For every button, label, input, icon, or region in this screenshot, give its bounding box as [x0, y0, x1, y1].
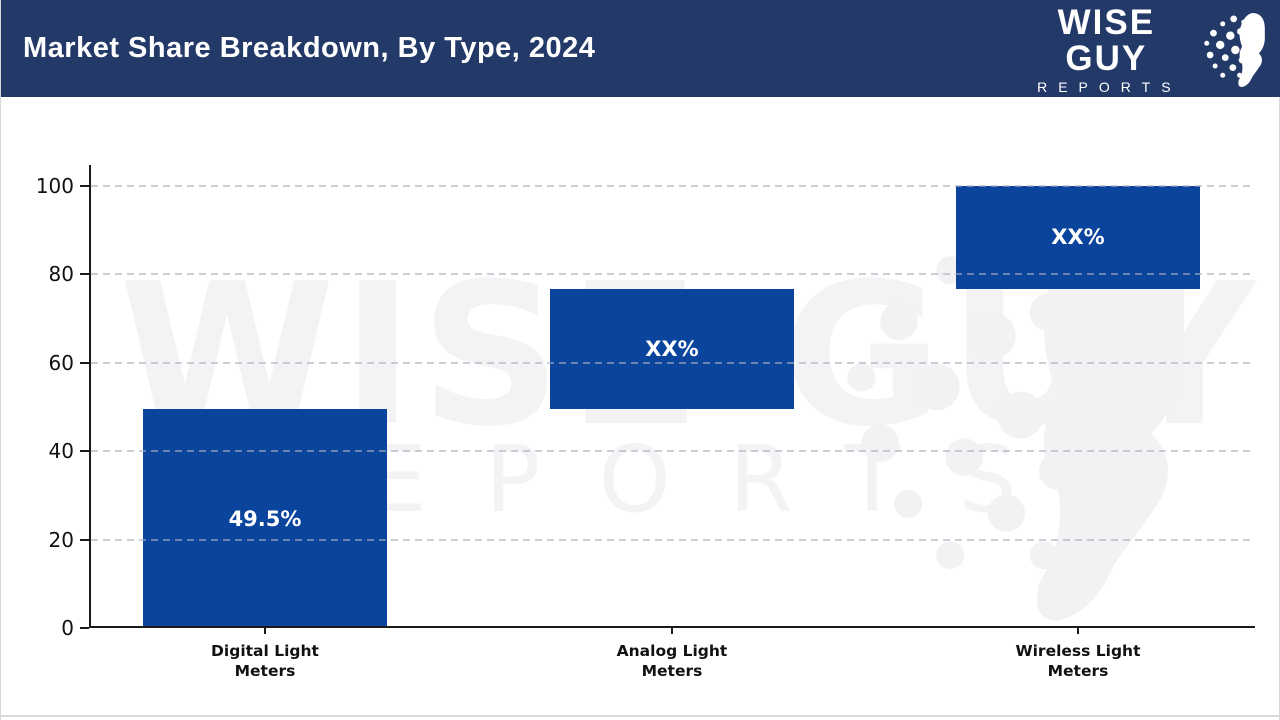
y-tick-20: [80, 538, 89, 541]
bar-value-label: XX%: [1051, 225, 1105, 250]
bar-digital-light-meters: 49.5%: [143, 409, 387, 628]
bar-wireless-light-meters: XX%: [956, 186, 1200, 289]
y-tick-label-20: 20: [48, 527, 74, 552]
x-category-label-analog-light-meters: Analog Light Meters: [616, 642, 728, 680]
x-tick-digital-light-meters: [264, 628, 266, 634]
gridline-y-40: [91, 450, 1255, 453]
y-tick-label-60: 60: [48, 350, 74, 375]
y-tick-label-80: 80: [48, 262, 74, 287]
footer-divider: [1, 715, 1280, 717]
x-category-label-wireless-light-meters: Wireless Light Meters: [1015, 642, 1141, 680]
y-tick-0: [80, 627, 89, 629]
bar-analog-light-meters: XX%: [550, 288, 794, 410]
x-axis-line: [89, 626, 1255, 628]
x-tick-analog-light-meters: [671, 628, 673, 634]
gridline-y-20: [91, 538, 1255, 541]
bar-value-label: XX%: [645, 337, 699, 362]
header-bar: Market Share Breakdown, By Type, 2024 WI…: [1, 0, 1280, 97]
y-tick-100: [80, 185, 89, 187]
x-tick-wireless-light-meters: [1077, 628, 1079, 634]
brand-name: WISE GUY: [1057, 3, 1156, 78]
y-tick-label-40: 40: [48, 439, 74, 464]
y-tick-label-0: 0: [61, 616, 74, 640]
watermark-face-dots-icon: [847, 209, 1185, 621]
brand-logo-text: WISE GUY REPORTS: [1017, 3, 1196, 96]
face-dots-icon: [1203, 12, 1265, 88]
y-tick-60: [80, 361, 89, 364]
page-title: Market Share Breakdown, By Type, 2024: [23, 32, 596, 64]
brand-subtitle: REPORTS: [1037, 79, 1182, 95]
gridline-y-60: [91, 361, 1255, 364]
gridline-y-80: [91, 273, 1255, 276]
chart-area: 49.5% XX% XX% 0 20 40 60 80 100 Digital Light Mete…: [1, 97, 1280, 717]
y-axis-line: [89, 165, 91, 628]
bar-value-label: 49.5%: [228, 506, 302, 531]
y-tick-label-100: 100: [35, 174, 74, 198]
brand-logo: WISE GUY REPORTS: [1017, 3, 1267, 96]
gridline-y-100: [91, 185, 1255, 187]
y-tick-80: [80, 273, 89, 276]
x-category-label-digital-light-meters: Digital Light Meters: [211, 642, 319, 680]
y-tick-40: [80, 450, 89, 453]
